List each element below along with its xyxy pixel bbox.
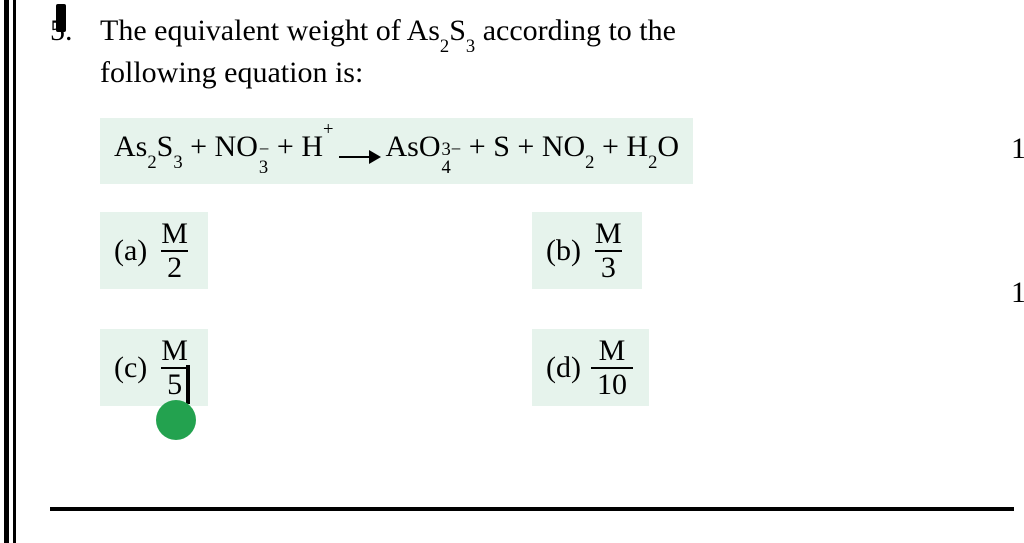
option-c-fraction: M 5 bbox=[157, 335, 192, 400]
eq-s4-sup: + bbox=[323, 119, 334, 140]
eq-t7: NO bbox=[542, 130, 585, 163]
eq-plus-5: + bbox=[594, 130, 626, 163]
eq-s2: 3 bbox=[173, 152, 182, 173]
option-d-num: M bbox=[595, 335, 630, 367]
eq-t6: S bbox=[493, 130, 510, 163]
option-a-box: (a) M 2 bbox=[100, 212, 208, 289]
option-d-label: (d) bbox=[546, 347, 581, 389]
question-line1-post: according to the bbox=[475, 14, 676, 47]
option-a-label: (a) bbox=[114, 230, 147, 272]
option-b-label: (b) bbox=[546, 230, 581, 272]
question-compound: As2S3 bbox=[407, 14, 476, 47]
compound-sub-2: 3 bbox=[466, 36, 475, 57]
eq-t9: O bbox=[657, 130, 679, 163]
eq-term-4: AsO3−4 bbox=[385, 130, 461, 163]
side-num-2: 1 bbox=[1011, 276, 1024, 310]
eq-arrow-icon bbox=[339, 156, 379, 158]
option-c-box: (c) M 5 bbox=[100, 329, 208, 406]
eq-t5: AsO bbox=[385, 130, 440, 163]
option-c-label: (c) bbox=[114, 347, 147, 389]
option-b-box: (b) M 3 bbox=[532, 212, 642, 289]
eq-supsub-1: −3 bbox=[259, 141, 270, 176]
option-d-box: (d) M 10 bbox=[532, 329, 649, 406]
option-a-den: 2 bbox=[161, 250, 188, 284]
compound-base-2: S bbox=[449, 14, 466, 47]
eq-s8-sub: 2 bbox=[648, 152, 657, 173]
question-text: The equivalent weight of As2S3 according… bbox=[100, 10, 1024, 446]
compound-sub-1: 2 bbox=[440, 36, 449, 57]
option-a-num: M bbox=[157, 218, 192, 250]
eq-s5-sub: 4 bbox=[442, 159, 462, 177]
eq-t2: S bbox=[157, 130, 174, 163]
option-b-fraction: M 3 bbox=[591, 218, 626, 283]
eq-plus-2: + bbox=[269, 130, 301, 163]
option-d-fraction: M 10 bbox=[591, 335, 633, 400]
selection-marker-icon bbox=[156, 400, 196, 440]
question-line-1: The equivalent weight of As2S3 according… bbox=[100, 10, 964, 52]
eq-plus-1: + bbox=[183, 130, 215, 163]
question-block: 5. The equivalent weight of As2S3 accord… bbox=[50, 10, 1024, 446]
compound-base-1: As bbox=[407, 14, 440, 47]
page-left-border-inner bbox=[13, 0, 16, 543]
eq-t4: H bbox=[301, 130, 323, 163]
eq-s7-sub: 2 bbox=[585, 152, 594, 173]
question-line-2: following equation is: bbox=[100, 52, 964, 94]
option-c-num: M bbox=[157, 335, 192, 367]
option-a-fraction: M 2 bbox=[157, 218, 192, 283]
eq-term-3: H+ bbox=[301, 130, 333, 163]
eq-term-7: H2O bbox=[626, 130, 679, 163]
option-c-den-wrap: 5 bbox=[161, 367, 188, 401]
options-grid: (a) M 2 (b) M 3 bbox=[100, 212, 964, 446]
eq-t3: NO bbox=[215, 130, 258, 163]
eq-plus-4: + bbox=[510, 130, 542, 163]
eq-t1: As bbox=[114, 130, 147, 163]
eq-term-1: As2S3 bbox=[114, 130, 183, 163]
question-number-cell: 5. bbox=[50, 10, 100, 52]
eq-supsub-2: 3−4 bbox=[442, 141, 462, 176]
page-left-border-outer bbox=[4, 0, 9, 543]
option-b-den: 3 bbox=[595, 250, 622, 284]
bottom-divider bbox=[50, 507, 1014, 511]
option-b-num: M bbox=[591, 218, 626, 250]
option-c-cursor-icon bbox=[186, 365, 190, 405]
option-d-den: 10 bbox=[591, 367, 633, 401]
question-line1-pre: The equivalent weight of bbox=[100, 14, 407, 47]
eq-term-6: NO2 bbox=[542, 130, 595, 163]
eq-t8: H bbox=[626, 130, 648, 163]
side-num-1: 1 bbox=[1011, 132, 1024, 166]
option-a[interactable]: (a) M 2 bbox=[100, 212, 532, 289]
page-content: 5. The equivalent weight of As2S3 accord… bbox=[50, 0, 1024, 543]
question-number: 5. bbox=[50, 14, 73, 47]
option-b[interactable]: (b) M 3 bbox=[532, 212, 964, 289]
eq-s1: 2 bbox=[147, 152, 156, 173]
option-d[interactable]: (d) M 10 bbox=[532, 329, 964, 406]
eq-term-2: NO−3 bbox=[215, 130, 270, 163]
option-c-den: 5 bbox=[167, 368, 182, 401]
eq-plus-3: + bbox=[461, 130, 493, 163]
equation-highlight: As2S3 + NO−3 + H+AsO3−4 + S + NO2 + H2O bbox=[100, 118, 693, 184]
option-c[interactable]: (c) M 5 bbox=[100, 329, 532, 406]
eq-s3-sub: 3 bbox=[259, 159, 270, 177]
